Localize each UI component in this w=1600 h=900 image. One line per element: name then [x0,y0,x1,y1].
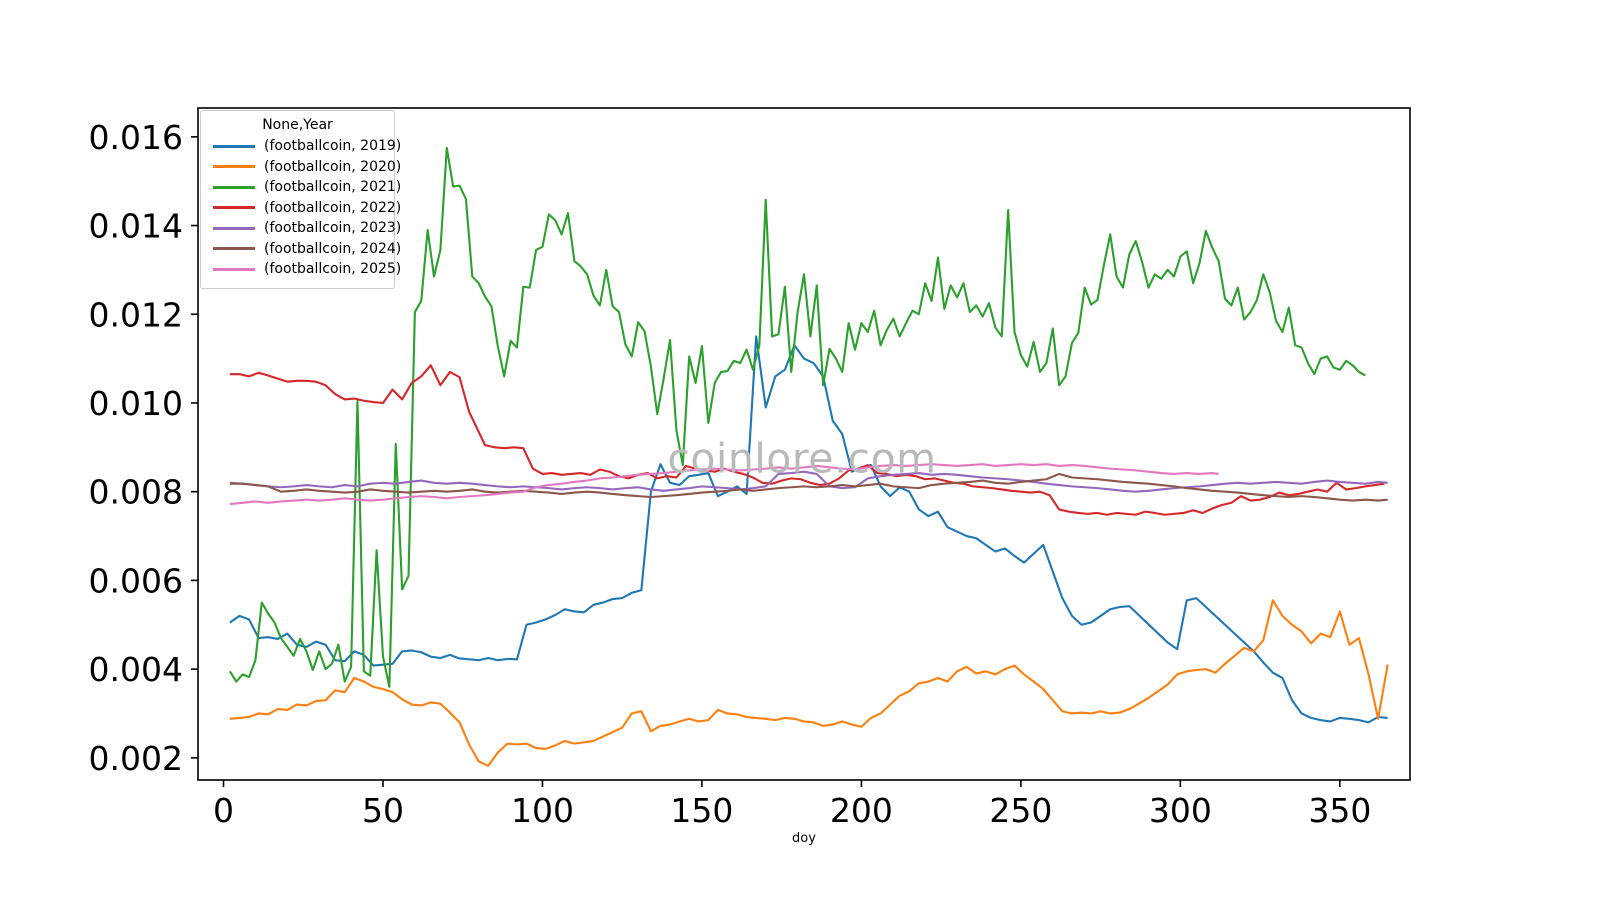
y-tick-label: 0.014 [89,207,183,246]
x-tick-label: 300 [1149,791,1212,830]
axis-ticks: 0 50 100 150 200 250 300 350 0.002 0.004 0.006 0.00… [89,118,1372,830]
series-line-2021 [228,146,1366,688]
legend-item[interactable]: (footballcoin, 2021) [211,177,401,198]
legend-color-swatch [213,206,255,210]
series-lines [228,146,1389,767]
x-tick-label: 0 [213,791,234,830]
legend-color-swatch [213,267,255,271]
legend-color-swatch [213,226,255,230]
x-tick-label: 350 [1308,791,1371,830]
legend-item-label: (footballcoin, 2020) [264,158,402,175]
x-tick-label: 100 [511,791,574,830]
series-line-2025 [229,463,1219,506]
legend-title: None,Year [262,117,333,133]
axes-frame [197,107,1411,781]
y-tick-label: 0.010 [89,384,183,423]
axis-labels: doy [792,831,816,846]
series-line-2022 [229,364,1385,516]
legend-item-label: (footballcoin, 2023) [264,220,402,237]
watermark: coinlore.com [667,434,936,482]
y-tick-label: 0.004 [89,650,183,689]
legend-item[interactable]: (footballcoin, 2020) [211,157,401,178]
legend-item-label: (footballcoin, 2024) [264,240,402,257]
legend-item-label: (footballcoin, 2022) [264,199,402,216]
x-axis-title: doy [792,831,816,846]
legend-item-label: (footballcoin, 2021) [264,179,402,196]
series-line-2023 [229,470,1388,493]
series-line-2024 [229,472,1388,502]
legend-item[interactable]: (footballcoin, 2025) [211,259,401,280]
y-tick-label: 0.016 [89,118,183,157]
legend-color-swatch [213,144,255,148]
x-tick-label: 50 [362,791,404,830]
legend-item[interactable]: (footballcoin, 2023) [211,218,401,239]
x-tick-label: 200 [830,791,893,830]
series-line-2020 [229,599,1389,767]
legend-item[interactable]: (footballcoin, 2019) [211,136,401,157]
chart-legend: None,Year (footballcoin, 2019) (footballc… [200,110,401,289]
legend-item-label: (footballcoin, 2025) [264,261,402,278]
x-tick-label: 250 [989,791,1052,830]
series-line-2019 [229,335,1388,724]
legend-item[interactable]: (footballcoin, 2022) [211,198,401,219]
x-tick-label: 150 [670,791,733,830]
legend-color-swatch [213,185,255,189]
y-tick-label: 0.002 [89,739,183,778]
legend-items: (footballcoin, 2019) (footballcoin, 2020)… [211,136,401,280]
y-tick-label: 0.012 [89,295,183,334]
legend-item-label: (footballcoin, 2019) [264,138,402,155]
y-tick-label: 0.008 [89,473,183,512]
legend-color-swatch [213,165,255,169]
legend-color-swatch [213,247,255,251]
plot-border [197,107,1411,781]
y-tick-label: 0.006 [89,561,183,600]
legend-item[interactable]: (footballcoin, 2024) [211,239,401,260]
watermark-text: coinlore.com [667,434,936,482]
